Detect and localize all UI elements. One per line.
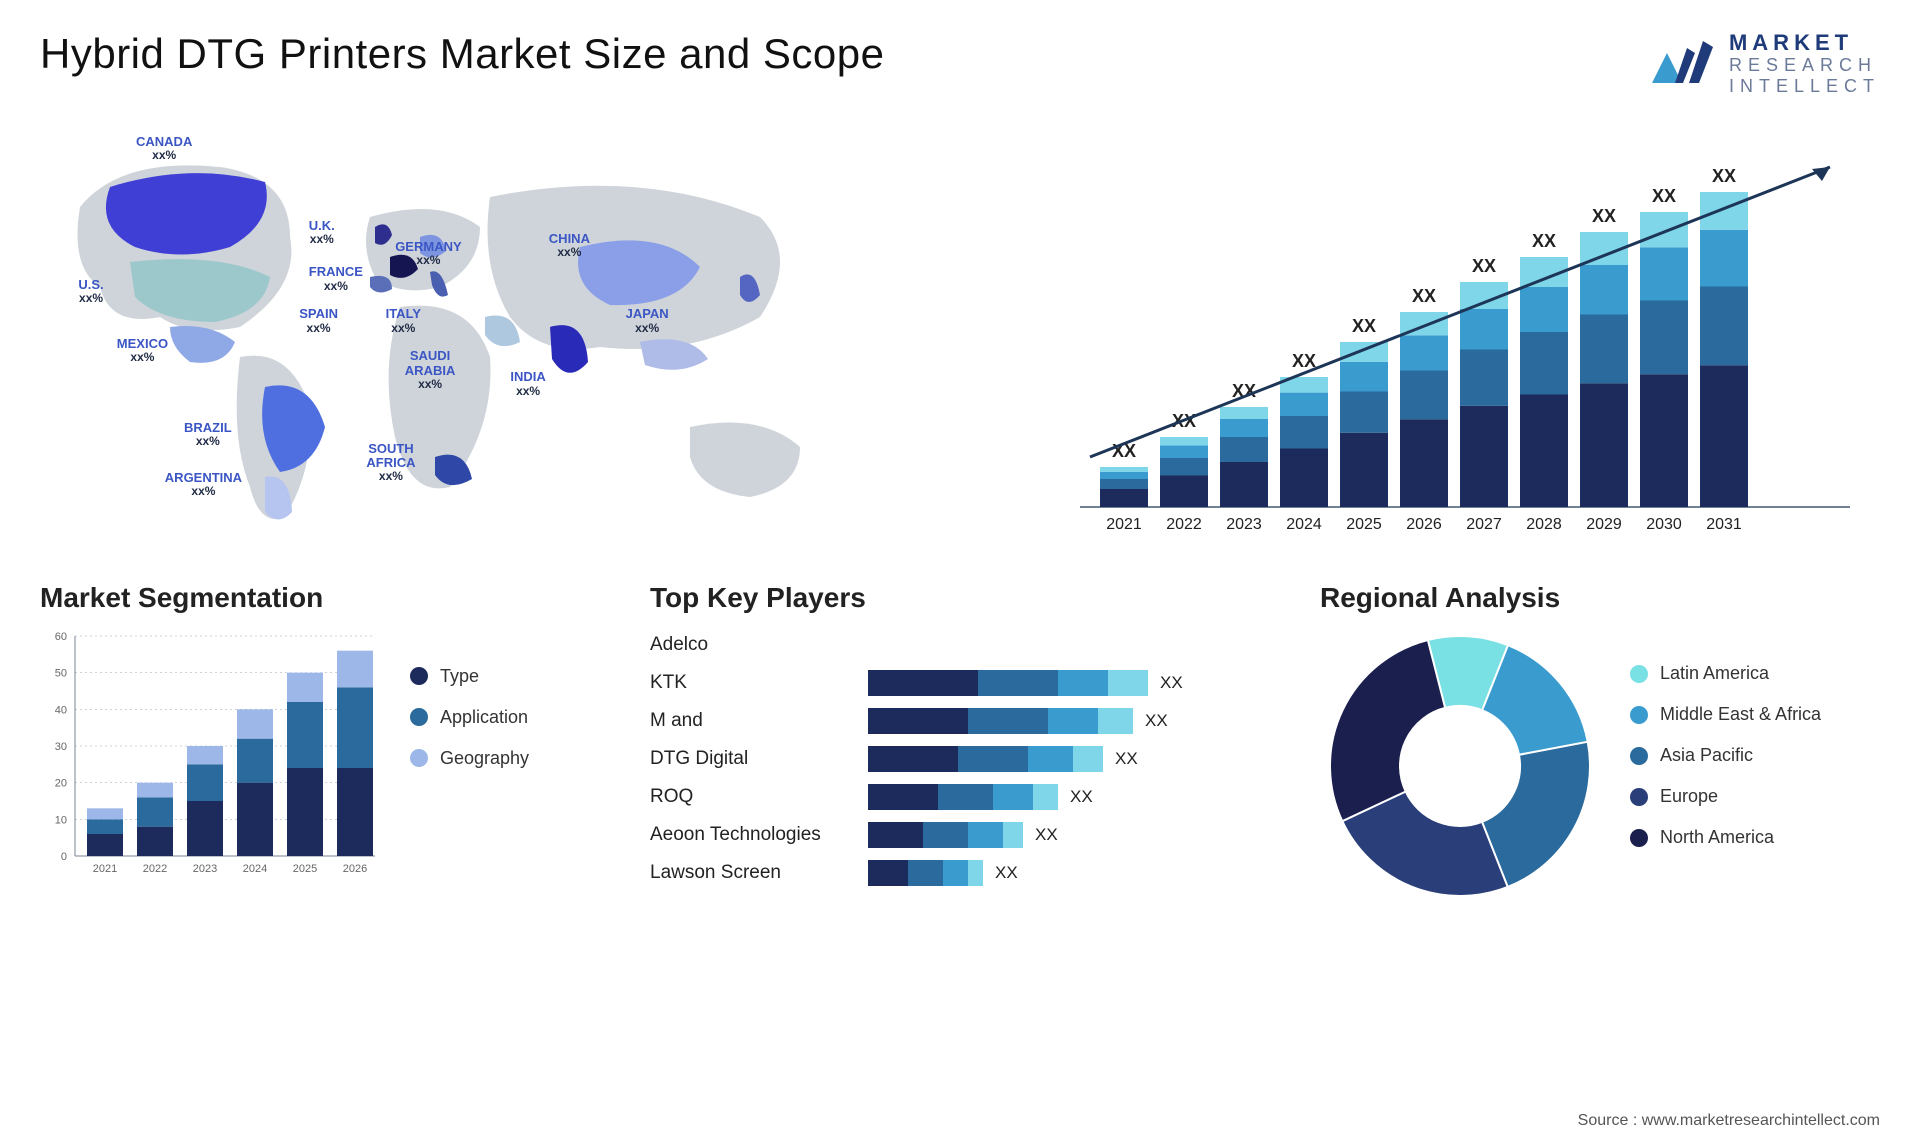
svg-text:2028: 2028	[1526, 516, 1562, 533]
map-label-uk: U.K.xx%	[309, 219, 335, 246]
svg-text:40: 40	[55, 704, 67, 716]
svg-text:60: 60	[55, 631, 67, 643]
map-label-china: CHINAxx%	[549, 232, 590, 259]
svg-text:0: 0	[61, 851, 67, 863]
player-name: Adelco	[650, 626, 850, 664]
player-name: DTG Digital	[650, 740, 850, 778]
svg-text:XX: XX	[1652, 186, 1676, 206]
svg-text:2031: 2031	[1706, 516, 1742, 533]
map-label-india: INDIAxx%	[510, 370, 545, 397]
map-label-spain: SPAINxx%	[299, 307, 338, 334]
svg-text:2026: 2026	[1406, 516, 1442, 533]
svg-text:50: 50	[55, 667, 67, 679]
map-label-us: U.S.xx%	[78, 278, 103, 305]
svg-text:XX: XX	[1712, 166, 1736, 186]
svg-text:2024: 2024	[1286, 516, 1322, 533]
region-legend-item: Middle East & Africa	[1630, 704, 1821, 725]
map-label-mexico: MEXICOxx%	[117, 337, 168, 364]
player-bar-row: XX	[868, 664, 1290, 702]
map-label-france: FRANCExx%	[309, 265, 363, 292]
player-bar-row: XX	[868, 702, 1290, 740]
svg-text:2022: 2022	[143, 863, 167, 875]
svg-text:10: 10	[55, 814, 67, 826]
svg-text:20: 20	[55, 777, 67, 789]
svg-text:2023: 2023	[1226, 516, 1262, 533]
players-panel: Top Key Players AdelcoKTKM andDTG Digita…	[650, 582, 1290, 906]
regional-legend: Latin America Middle East & Africa Asia Pa…	[1630, 663, 1821, 868]
svg-text:2027: 2027	[1466, 516, 1502, 533]
map-label-southafrica: SOUTHAFRICAxx%	[366, 442, 415, 484]
players-list: AdelcoKTKM andDTG DigitalROQAeoon Techno…	[650, 626, 850, 892]
map-label-argentina: ARGENTINAxx%	[165, 471, 242, 498]
region-legend-item: North America	[1630, 827, 1821, 848]
player-bar-row: XX	[868, 778, 1290, 816]
map-label-brazil: BRAZILxx%	[184, 421, 232, 448]
regional-title: Regional Analysis	[1320, 582, 1880, 614]
svg-text:XX: XX	[1352, 316, 1376, 336]
world-map-panel: CANADAxx% U.S.xx% MEXICOxx% BRAZILxx% ARGENT…	[40, 127, 1000, 547]
svg-text:2021: 2021	[93, 863, 117, 875]
svg-text:2024: 2024	[243, 863, 267, 875]
regional-panel: Regional Analysis Latin America Middle Ea…	[1320, 582, 1880, 906]
players-bars: XXXXXXXXXXXX	[868, 626, 1290, 892]
player-bar-row: XX	[868, 740, 1290, 778]
map-label-germany: GERMANYxx%	[395, 240, 461, 267]
player-name: M and	[650, 702, 850, 740]
regional-donut	[1320, 626, 1600, 906]
region-legend-item: Asia Pacific	[1630, 745, 1821, 766]
svg-text:XX: XX	[1532, 231, 1556, 251]
segmentation-legend: Type Application Geography	[390, 626, 620, 886]
svg-text:2025: 2025	[293, 863, 317, 875]
logo-line3: INTELLECT	[1729, 76, 1880, 97]
svg-text:XX: XX	[1472, 256, 1496, 276]
player-bar-row: XX	[868, 854, 1290, 892]
source-text: Source : www.marketresearchintellect.com	[1578, 1112, 1880, 1130]
svg-text:XX: XX	[1292, 351, 1316, 371]
svg-text:2022: 2022	[1166, 516, 1202, 533]
growth-chart-panel: 2021 XX 2022 XX 2023 XX 2024 XX 2025 XX 2026 XX 2027…	[1040, 127, 1880, 547]
map-label-saudiarabia: SAUDIARABIAxx%	[405, 349, 456, 391]
player-name: Aeoon Technologies	[650, 816, 850, 854]
svg-text:2029: 2029	[1586, 516, 1622, 533]
svg-text:2023: 2023	[193, 863, 217, 875]
players-title: Top Key Players	[650, 582, 1290, 614]
logo-line1: MARKET	[1729, 30, 1880, 55]
player-name: KTK	[650, 664, 850, 702]
growth-bar-chart: 2021 XX 2022 XX 2023 XX 2024 XX 2025 XX 2026 XX 2027…	[1040, 127, 1880, 547]
player-bar-row: XX	[868, 816, 1290, 854]
page-title: Hybrid DTG Printers Market Size and Scop…	[40, 30, 884, 78]
segmentation-panel: Market Segmentation 0 10 20 30 40 50 60 2021 202…	[40, 582, 620, 906]
region-legend-item: Europe	[1630, 786, 1821, 807]
seg-legend-application: Application	[410, 707, 620, 728]
region-legend-item: Latin America	[1630, 663, 1821, 684]
svg-text:30: 30	[55, 741, 67, 753]
map-label-italy: ITALYxx%	[386, 307, 421, 334]
svg-text:2021: 2021	[1106, 516, 1142, 533]
svg-text:2030: 2030	[1646, 516, 1682, 533]
svg-text:XX: XX	[1412, 286, 1436, 306]
svg-text:2025: 2025	[1346, 516, 1382, 533]
logo-icon	[1647, 33, 1717, 93]
map-label-japan: JAPANxx%	[626, 307, 669, 334]
map-label-canada: CANADAxx%	[136, 135, 192, 162]
logo-line2: RESEARCH	[1729, 55, 1880, 76]
segmentation-chart: 0 10 20 30 40 50 60 2021 2022 2023 2024 2025 2026	[40, 626, 390, 886]
brand-logo: MARKET RESEARCH INTELLECT	[1647, 30, 1880, 97]
seg-legend-geography: Geography	[410, 748, 620, 769]
seg-legend-type: Type	[410, 666, 620, 687]
segmentation-title: Market Segmentation	[40, 582, 620, 614]
svg-text:2026: 2026	[343, 863, 367, 875]
player-name: Lawson Screen	[650, 854, 850, 892]
player-name: ROQ	[650, 778, 850, 816]
svg-text:XX: XX	[1592, 206, 1616, 226]
